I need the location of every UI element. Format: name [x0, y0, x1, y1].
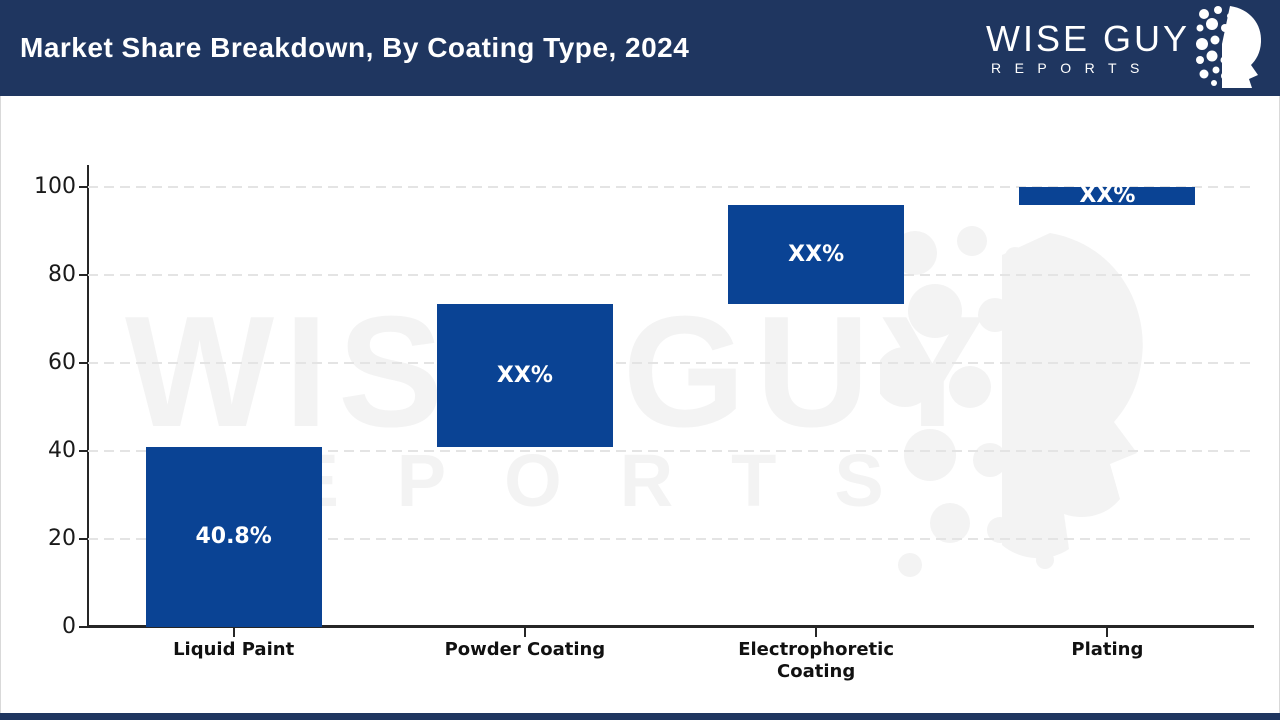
bar-powder-coating: XX%: [436, 304, 613, 448]
x-tick-mark: [523, 628, 526, 637]
y-tick-label: 100: [34, 174, 76, 199]
logo-wordmark-line1: WISE GUY: [985, 18, 1190, 59]
y-tick-label: 80: [48, 262, 76, 287]
bar-value-label: XX%: [1079, 182, 1136, 208]
bar-liquid-paint: 40.8%: [145, 447, 322, 627]
x-category-label: Electrophoretic Coating: [738, 639, 895, 682]
x-category-label: Powder Coating: [444, 639, 606, 660]
y-tick-label: 40: [48, 438, 76, 463]
footer-bar: [0, 713, 1280, 720]
bar-value-label: XX%: [788, 241, 845, 267]
logo-wordmark: WISE GUY REPORTS: [985, 18, 1190, 76]
x-tick-mark: [815, 628, 818, 637]
y-tick-label: 20: [48, 526, 76, 551]
gridline: [88, 186, 1253, 188]
y-tick-mark: [79, 186, 88, 188]
y-tick-mark: [79, 274, 88, 276]
page-title: Market Share Breakdown, By Coating Type,…: [20, 32, 690, 63]
y-tick-mark: [79, 626, 88, 628]
bar-value-label: XX%: [496, 362, 553, 388]
header-bar: Market Share Breakdown, By Coating Type,…: [0, 0, 1280, 96]
x-tick-mark: [1106, 628, 1109, 637]
y-tick-label: 60: [48, 350, 76, 375]
x-category-label: Liquid Paint: [173, 639, 295, 660]
y-tick-mark: [79, 450, 88, 452]
x-tick-mark: [232, 628, 235, 637]
bar-plating: XX%: [1019, 182, 1196, 208]
gridline: [88, 362, 1253, 364]
logo-wordmark-line2: REPORTS: [990, 60, 1153, 76]
logo-face-icon: [1192, 4, 1266, 92]
y-tick-mark: [79, 538, 88, 540]
gridline: [88, 538, 1253, 540]
bar-electrophoretic-coating: XX%: [728, 204, 905, 305]
gridline: [88, 274, 1253, 276]
wise-guy-logo: WISE GUY REPORTS: [986, 4, 1266, 92]
y-tick-label: 0: [62, 614, 76, 639]
gridline: [88, 450, 1253, 452]
y-axis-line: [87, 165, 89, 627]
y-tick-mark: [79, 362, 88, 364]
bar-value-label: 40.8%: [195, 524, 272, 550]
x-axis-line: [87, 625, 1254, 628]
x-category-label: Plating: [1071, 639, 1144, 660]
